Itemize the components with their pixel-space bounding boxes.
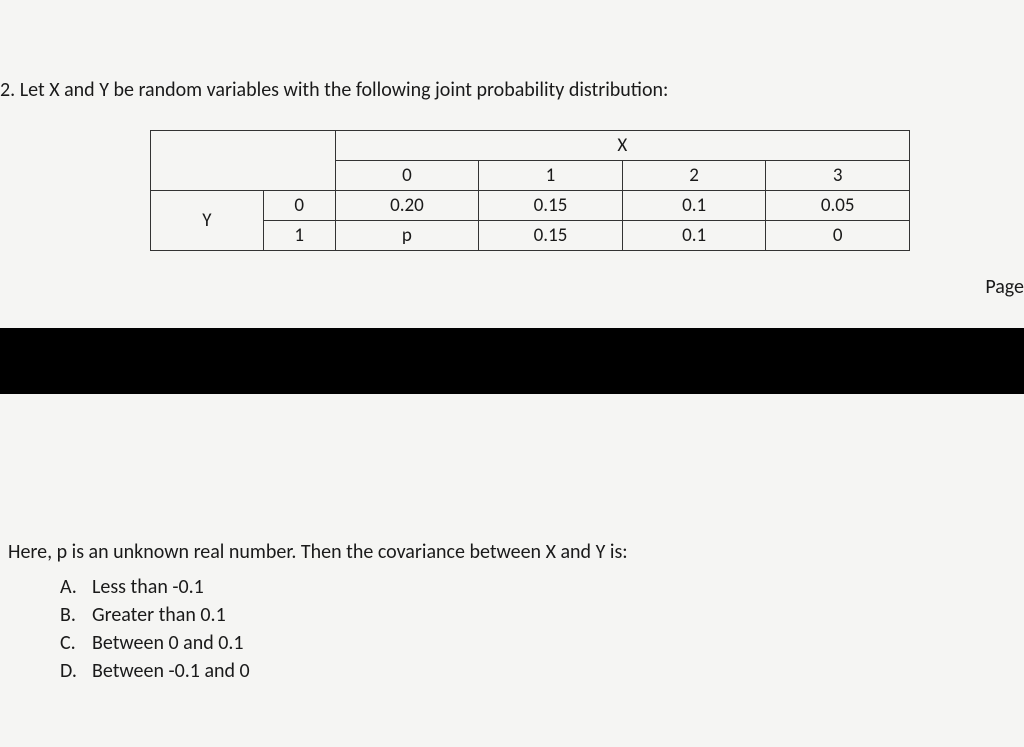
answer-options: A. Less than -0.1 B. Greater than 0.1 C.…: [60, 575, 250, 687]
x-value-3: 3: [766, 161, 910, 191]
cell-1-2: 0.1: [622, 221, 766, 251]
option-text-a: Less than -0.1: [92, 575, 204, 599]
question-body: Let X and Y be random variables with the…: [20, 78, 669, 102]
probability-table-container: X 0 1 2 3 Y 0 0.20 0.15 0.1 0.05 1 p 0.1…: [150, 130, 910, 251]
y-header-label: Y: [151, 191, 264, 251]
black-separator-bar: [0, 328, 1024, 394]
cell-1-0: p: [335, 221, 479, 251]
cell-0-3: 0.05: [766, 191, 910, 221]
cell-0-0: 0.20: [335, 191, 479, 221]
option-a: A. Less than -0.1: [60, 575, 250, 599]
option-letter-d: D.: [60, 659, 92, 683]
table-row: Y 0 0.20 0.15 0.1 0.05: [151, 191, 910, 221]
option-text-c: Between 0 and 0.1: [92, 631, 244, 655]
cell-0-1: 0.15: [479, 191, 623, 221]
y-value-1: 1: [263, 221, 335, 251]
option-letter-a: A.: [60, 575, 92, 599]
probability-table: X 0 1 2 3 Y 0 0.20 0.15 0.1 0.05 1 p 0.1…: [150, 130, 910, 251]
table-header-row: X: [151, 131, 910, 161]
x-value-0: 0: [335, 161, 479, 191]
question-subtext: Here, p is an unknown real number. Then …: [8, 540, 628, 564]
cell-0-2: 0.1: [622, 191, 766, 221]
question-text: 2. Let X and Y be random variables with …: [0, 78, 668, 102]
option-text-b: Greater than 0.1: [92, 603, 226, 627]
option-b: B. Greater than 0.1: [60, 603, 250, 627]
x-header-label: X: [335, 131, 909, 161]
option-d: D. Between -0.1 and 0: [60, 659, 250, 683]
option-letter-b: B.: [60, 603, 92, 627]
option-c: C. Between 0 and 0.1: [60, 631, 250, 655]
y-value-0: 0: [263, 191, 335, 221]
option-letter-c: C.: [60, 631, 92, 655]
table-row: 1 p 0.15 0.1 0: [151, 221, 910, 251]
table-corner-cell: [151, 131, 336, 191]
cell-1-1: 0.15: [479, 221, 623, 251]
x-value-2: 2: [622, 161, 766, 191]
question-number: 2.: [0, 78, 15, 102]
x-value-1: 1: [479, 161, 623, 191]
cell-1-3: 0: [766, 221, 910, 251]
page-label: Page: [985, 275, 1024, 299]
option-text-d: Between -0.1 and 0: [92, 659, 250, 683]
